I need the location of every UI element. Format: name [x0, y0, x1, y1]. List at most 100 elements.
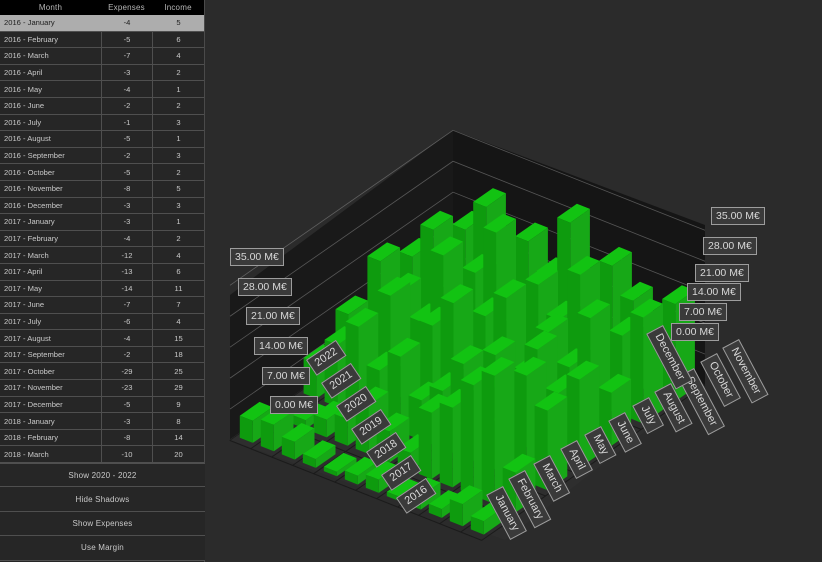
cell-month: 2016 - January	[4, 18, 55, 28]
table-row[interactable]: 2016 - June -2 2	[0, 97, 204, 115]
cell-income: 5	[152, 15, 204, 31]
cell-month: 2017 - November	[4, 383, 63, 393]
table-row[interactable]: 2016 - July -1 3	[0, 114, 204, 132]
cell-month: 2017 - February	[4, 234, 59, 244]
table-row[interactable]: 2016 - May -4 1	[0, 81, 204, 98]
cell-income: 11	[152, 280, 204, 297]
bar-2016-November[interactable]	[449, 485, 483, 527]
data-table-panel: Month Expenses Income 2016 - January -4 5 2…	[0, 0, 205, 562]
value-label-right-3: 14.00 M€	[687, 283, 741, 302]
cell-expenses: -10	[101, 446, 152, 463]
cell-month: 2016 - April	[4, 68, 43, 78]
table-row[interactable]: 2016 - December -3 3	[0, 197, 204, 215]
value-label-right-1: 28.00 M€	[703, 237, 757, 256]
cell-month: 2017 - July	[4, 316, 42, 326]
table-row[interactable]: 2017 - July -6 4	[0, 313, 204, 331]
value-label-right-0: 35.00 M€	[711, 207, 765, 226]
cell-month: 2018 - March	[4, 449, 49, 459]
value-label-left-1: 28.00 M€	[238, 278, 292, 297]
table-row[interactable]: 2018 - March -10 20	[0, 446, 204, 464]
button-hide-shadows[interactable]: Hide Shadows	[0, 487, 205, 512]
table-row[interactable]: 2017 - January -3 1	[0, 214, 204, 231]
cell-month: 2016 - June	[4, 101, 45, 111]
cell-income: 29	[152, 380, 204, 396]
cell-income: 9	[152, 396, 204, 413]
cell-expenses: -3	[101, 64, 152, 81]
table-row[interactable]: 2017 - April -13 6	[0, 263, 204, 281]
value-label-left-0: 35.00 M€	[230, 248, 284, 267]
button-show-2020-2022[interactable]: Show 2020 - 2022	[0, 463, 205, 488]
table-row[interactable]: 2018 - January -3 8	[0, 413, 204, 430]
column-header-month: Month	[38, 3, 63, 12]
bar-2016-April[interactable]	[302, 440, 336, 468]
table-row[interactable]: 2017 - February -4 2	[0, 230, 204, 248]
cell-income: 18	[152, 346, 204, 363]
cell-expenses: -4	[101, 230, 152, 247]
cell-expenses: -3	[101, 197, 152, 214]
value-label-right-2: 21.00 M€	[695, 264, 749, 283]
cell-expenses: -7	[101, 297, 152, 313]
cell-month: 2016 - March	[4, 51, 49, 61]
cell-month: 2016 - July	[4, 117, 42, 127]
cell-month: 2016 - September	[4, 151, 65, 161]
bar3d-chart[interactable]: 35.00 M€ 28.00 M€ 21.00 M€ 14.00 M€ 7.00 M€ 0…	[205, 0, 822, 562]
cell-month: 2017 - June	[4, 300, 45, 310]
table-row[interactable]: 2017 - December -5 9	[0, 396, 204, 414]
cell-income: 4	[152, 313, 204, 330]
cell-income: 6	[152, 263, 204, 280]
cell-month: 2017 - May	[4, 283, 42, 293]
table-row[interactable]: 2016 - October -5 2	[0, 164, 204, 181]
table-row[interactable]: 2016 - March -7 4	[0, 48, 204, 65]
button-show-expenses[interactable]: Show Expenses	[0, 511, 205, 537]
table-row[interactable]: 2016 - January -4 5	[0, 15, 204, 32]
button-use-margin[interactable]: Use Margin	[0, 536, 205, 561]
cell-income: 4	[152, 48, 204, 64]
cell-expenses: -5	[101, 31, 152, 48]
table-row[interactable]: 2016 - August -5 1	[0, 131, 204, 148]
cell-expenses: -2	[101, 147, 152, 164]
bar-2018-May[interactable]	[387, 337, 421, 432]
table-row[interactable]: 2016 - April -3 2	[0, 64, 204, 82]
cell-month: 2016 - May	[4, 84, 42, 94]
bar-2016-March[interactable]	[281, 423, 315, 460]
table-row[interactable]: 2017 - May -14 11	[0, 280, 204, 298]
table-row[interactable]: 2017 - November -23 29	[0, 380, 204, 397]
cell-income: 4	[152, 247, 204, 263]
cell-income: 20	[152, 446, 204, 463]
cell-expenses: -13	[101, 263, 152, 280]
table-row[interactable]: 2018 - February -8 14	[0, 429, 204, 447]
table-body: 2016 - January -4 5 2016 - February -5 6 2016 …	[0, 15, 204, 464]
cell-month: 2017 - January	[4, 217, 55, 227]
table-row[interactable]: 2016 - February -5 6	[0, 31, 204, 49]
bar-2016-February[interactable]	[260, 405, 294, 452]
cell-month: 2016 - October	[4, 167, 55, 177]
cell-income: 25	[152, 363, 204, 380]
table-row[interactable]: 2017 - September -2 18	[0, 346, 204, 364]
cell-income: 1	[152, 131, 204, 147]
cell-month: 2016 - December	[4, 200, 63, 210]
cell-month: 2016 - August	[4, 134, 51, 144]
cell-expenses: -2	[101, 97, 152, 114]
cell-month: 2017 - September	[4, 350, 65, 360]
cell-month: 2016 - November	[4, 184, 63, 194]
table-row[interactable]: 2017 - March -12 4	[0, 247, 204, 264]
cell-expenses: -4	[101, 330, 152, 346]
table-row[interactable]: 2017 - August -4 15	[0, 330, 204, 347]
bar-2016-May[interactable]	[323, 452, 357, 477]
cell-month: 2017 - August	[4, 333, 51, 343]
cell-expenses: -6	[101, 313, 152, 330]
control-button-stack: Show 2020 - 2022 Hide Shadows Show Expense…	[0, 463, 205, 561]
cell-income: 6	[152, 31, 204, 48]
value-label-left-5: 0.00 M€	[270, 396, 318, 415]
table-row[interactable]: 2017 - June -7 7	[0, 297, 204, 314]
column-header-expenses: Expenses	[108, 3, 145, 12]
cell-expenses: -4	[101, 15, 152, 31]
table-row[interactable]: 2016 - November -8 5	[0, 180, 204, 198]
cell-expenses: -14	[101, 280, 152, 297]
cell-expenses: -7	[101, 48, 152, 64]
table-row[interactable]: 2017 - October -29 25	[0, 363, 204, 381]
cell-month: 2017 - December	[4, 399, 63, 409]
value-label-right-4: 7.00 M€	[679, 303, 727, 322]
table-row[interactable]: 2016 - September -2 3	[0, 147, 204, 165]
